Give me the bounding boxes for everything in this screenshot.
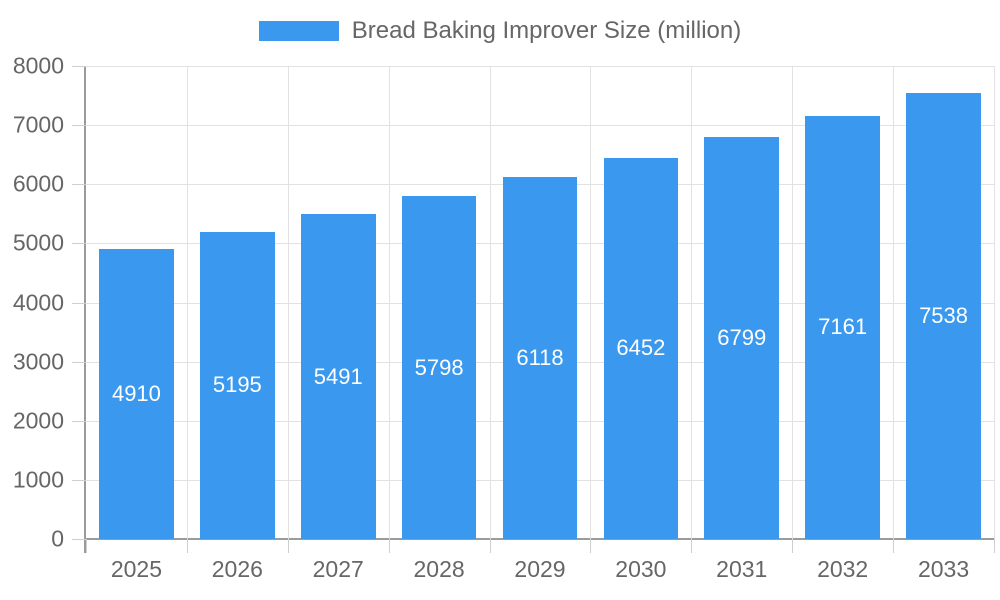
x-axis-tick [590,539,592,553]
x-axis-tick [287,539,289,553]
grid-line-vertical [388,66,390,539]
x-axis-tick [893,539,895,553]
x-axis-tick-label: 2032 [817,556,869,582]
bar-value-label: 5195 [212,372,262,398]
bar-value-label: 5491 [313,363,363,389]
x-axis-tick [86,539,87,553]
grid-line-vertical [994,66,995,539]
y-axis-tick-label: 4000 [12,289,64,315]
y-axis-tick [72,302,86,304]
x-axis-tick-label: 2029 [514,556,566,582]
grid-line-horizontal [86,125,994,127]
y-axis-tick-label: 5000 [12,229,64,256]
y-axis-line [84,66,86,553]
legend-item[interactable]: Bread Baking Improver Size (million) [0,18,1000,44]
plot-area: 0 1000 2000 3000 4000 5000 6000 7000 8000 2025 202… [13,53,995,582]
y-axis-tick [72,243,86,245]
x-axis-tick-label: 2025 [110,556,163,582]
grid-line-vertical [287,66,289,539]
y-axis-tick-label: 2000 [12,407,64,434]
bar[interactable]: 6118 [502,177,578,539]
x-axis-tick [994,539,995,553]
y-axis-tick [72,539,86,540]
bar[interactable]: 6799 [704,137,780,539]
x-axis-tick [186,539,188,553]
x-axis-tick-label: 2026 [211,556,263,582]
x-axis-tick [792,539,794,553]
x-axis-line [84,538,994,540]
legend-label: Bread Baking Improver Size (million) [351,17,742,44]
y-axis-tick-label: 1000 [12,466,64,493]
x-axis-tick [489,539,491,553]
y-axis-tick-label: 8000 [12,52,64,79]
bar[interactable]: 5798 [401,196,477,539]
grid-line-horizontal [86,66,994,67]
y-axis-tick-label: 7000 [12,111,64,138]
bar[interactable]: 7161 [805,115,880,539]
y-axis-tick-label: 6000 [12,170,64,197]
bar[interactable]: 5491 [300,214,376,539]
grid-line-vertical [590,66,592,539]
y-axis-tick [72,66,86,67]
x-axis-tick-label: 2027 [312,556,364,582]
bar[interactable]: 7538 [906,93,981,539]
grid-line-vertical [792,66,794,539]
y-axis-tick-label: 3000 [12,348,64,375]
bar-value-label: 6452 [616,335,666,361]
y-axis-tick [72,184,86,186]
bar-value-label: 6799 [717,324,767,350]
grid-line-vertical [691,66,693,539]
y-axis-tick [72,420,86,422]
grid-line-vertical [186,66,188,539]
x-axis-tick [388,539,390,553]
x-axis-tick-label: 2031 [716,556,768,582]
grid-line-vertical [893,66,895,539]
bar[interactable]: 5195 [200,231,275,539]
y-axis-tick-label: 0 [51,525,64,552]
bar-value-label: 7538 [919,303,969,329]
grid-line-vertical [489,66,491,539]
bar-value-label: 5798 [414,354,464,380]
y-axis-tick [72,479,86,481]
bar[interactable]: 4910 [99,248,174,539]
x-axis-tick-label: 2030 [615,556,667,582]
bar-value-label: 6118 [516,345,564,371]
x-axis-tick-label: 2033 [917,556,970,582]
bar-value-label: 7161 [818,314,868,340]
x-axis-tick-label: 2028 [413,556,465,582]
legend-swatch [258,21,339,41]
y-axis-tick [72,125,86,127]
bar-value-label: 4910 [111,380,161,406]
y-axis-tick [72,361,86,363]
x-axis-tick [691,539,693,553]
bar[interactable]: 6452 [603,157,679,539]
